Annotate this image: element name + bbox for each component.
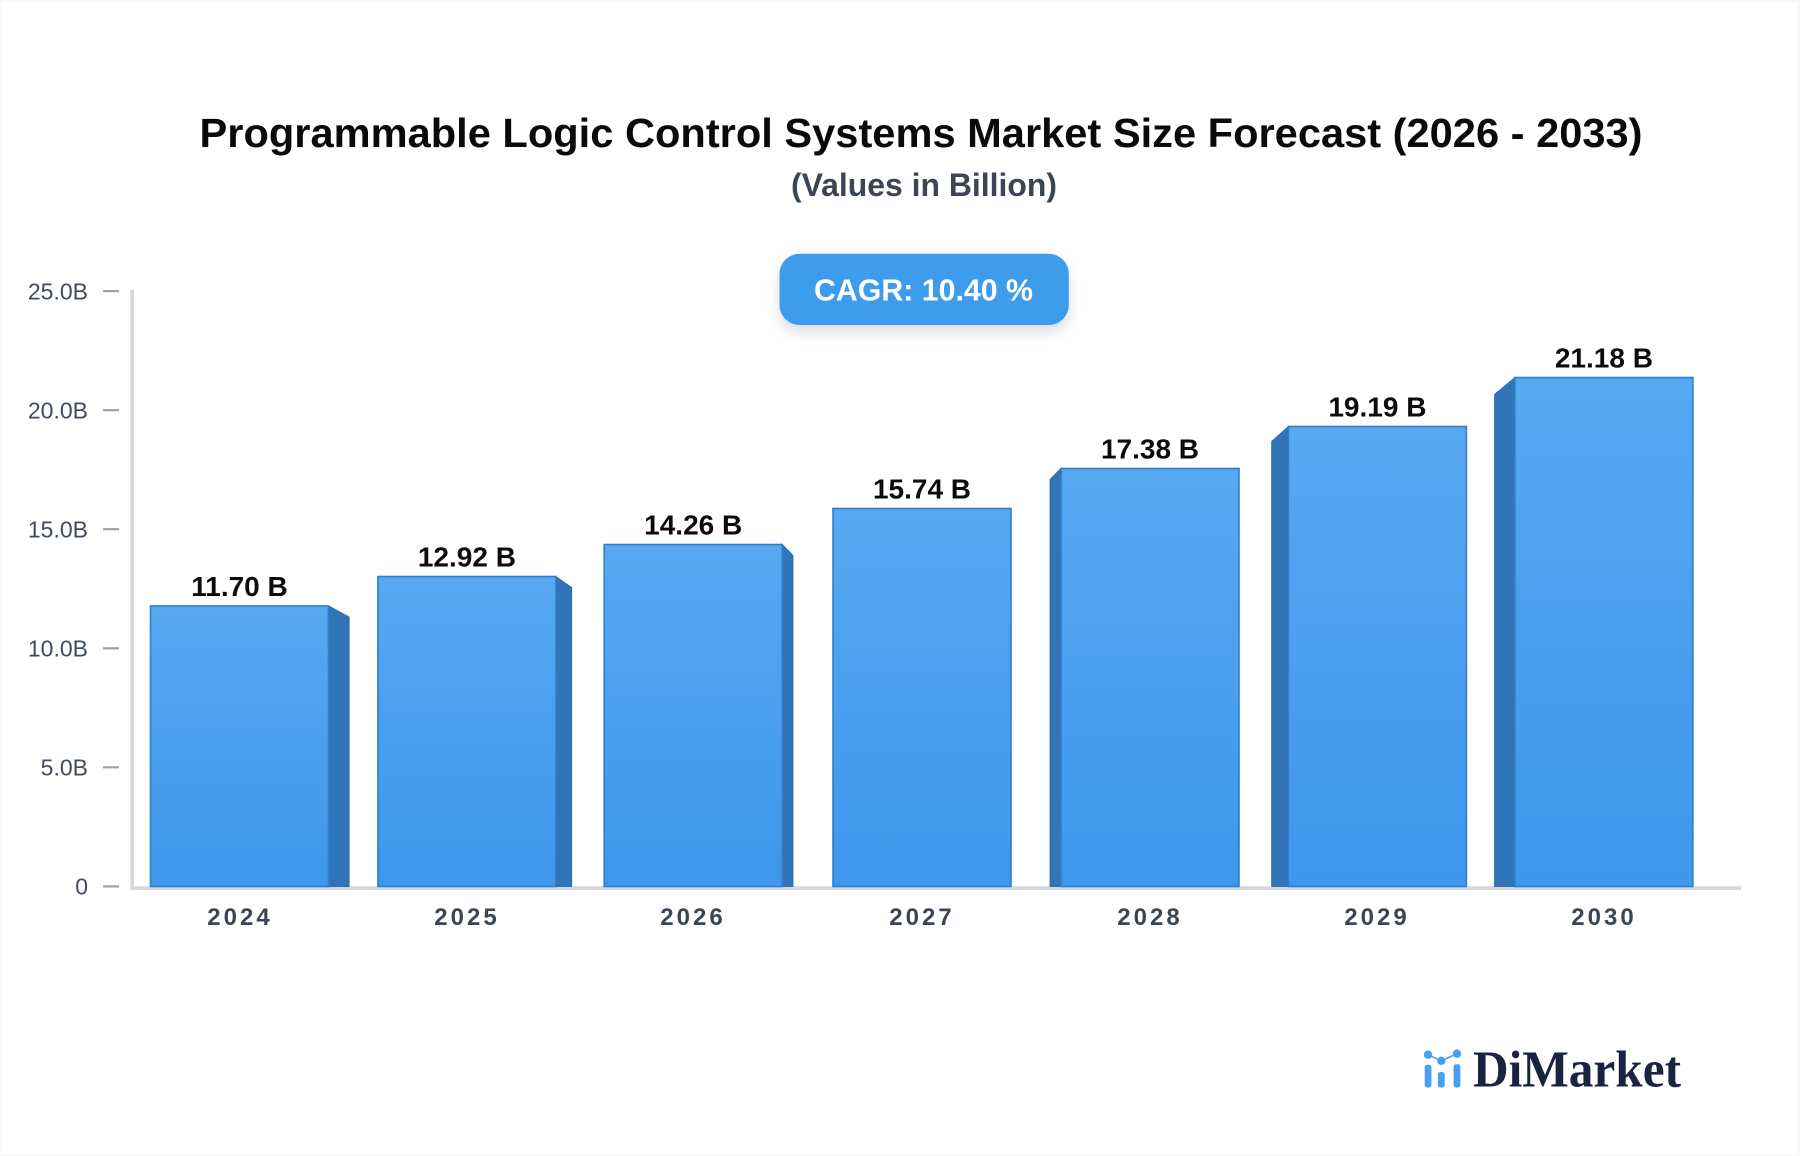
svg-text:17.38 B: 17.38 B bbox=[1101, 434, 1199, 465]
svg-text:2024: 2024 bbox=[207, 904, 272, 931]
svg-text:0: 0 bbox=[75, 874, 88, 900]
svg-text:20.0B: 20.0B bbox=[28, 398, 88, 424]
svg-text:2025: 2025 bbox=[434, 904, 499, 931]
svg-text:15.74 B: 15.74 B bbox=[873, 474, 971, 505]
svg-text:14.26 B: 14.26 B bbox=[644, 510, 742, 541]
svg-text:12.92 B: 12.92 B bbox=[418, 542, 516, 573]
svg-text:10.0B: 10.0B bbox=[28, 636, 88, 662]
svg-text:5.0B: 5.0B bbox=[41, 755, 88, 781]
svg-text:(Values in Billion): (Values in Billion) bbox=[791, 167, 1057, 203]
svg-text:2028: 2028 bbox=[1117, 904, 1182, 931]
svg-text:2027: 2027 bbox=[889, 904, 954, 931]
svg-text:21.18 B: 21.18 B bbox=[1555, 343, 1653, 374]
svg-text:Programmable Logic Control Sys: Programmable Logic Control Systems Marke… bbox=[200, 110, 1643, 156]
svg-text:2026: 2026 bbox=[660, 904, 725, 931]
svg-text:2030: 2030 bbox=[1571, 904, 1636, 931]
svg-text:2029: 2029 bbox=[1344, 904, 1409, 931]
svg-text:15.0B: 15.0B bbox=[28, 517, 88, 543]
svg-text:19.19 B: 19.19 B bbox=[1328, 392, 1426, 423]
svg-text:DiMarket: DiMarket bbox=[1473, 1042, 1682, 1099]
svg-text:CAGR: 10.40 %: CAGR: 10.40 % bbox=[814, 273, 1033, 308]
svg-text:25.0B: 25.0B bbox=[28, 278, 88, 304]
svg-text:11.70 B: 11.70 B bbox=[191, 571, 288, 602]
